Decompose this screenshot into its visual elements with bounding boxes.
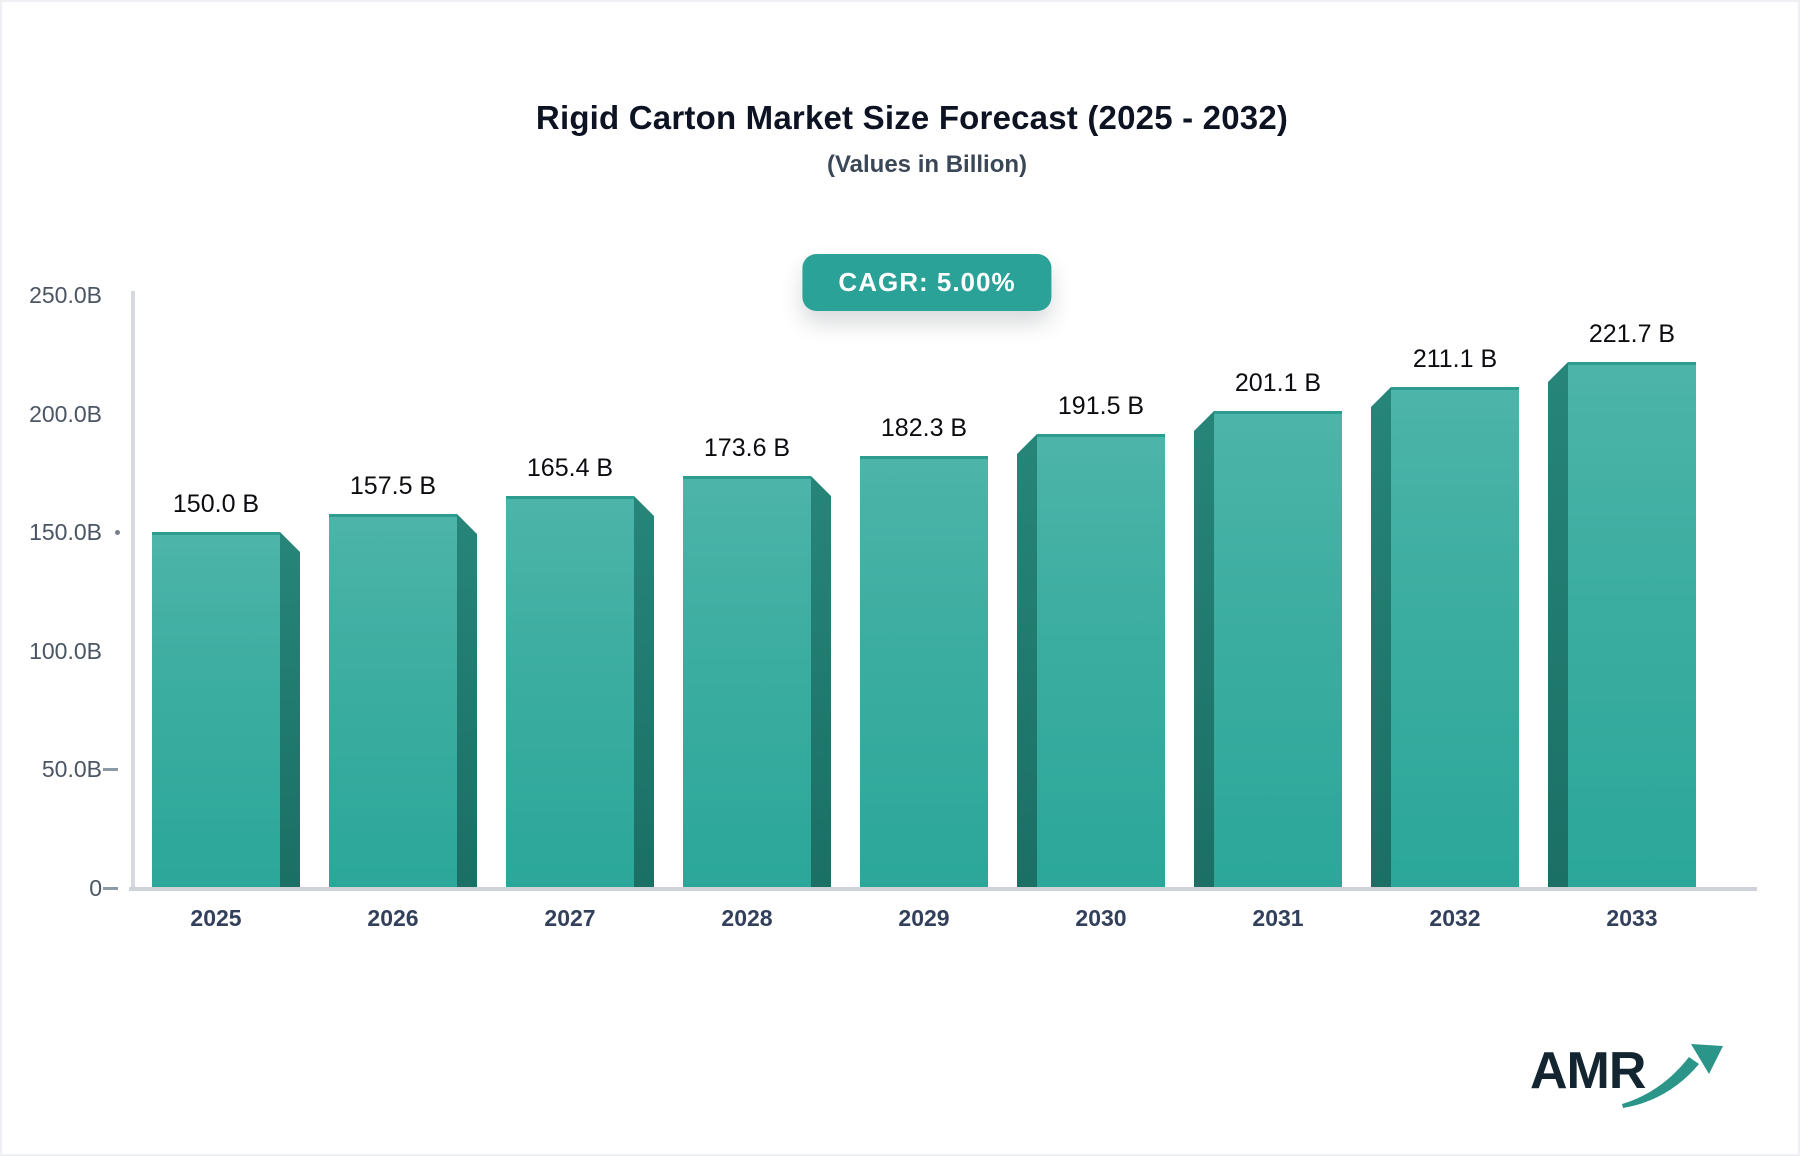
bar-side-3d	[634, 496, 654, 888]
x-tick-label-2032: 2032	[1429, 905, 1481, 931]
bar-2026	[329, 514, 457, 888]
bar-2029	[860, 456, 988, 888]
y-tick-label: 150.0B	[29, 519, 102, 545]
bar-value-label: 221.7 B	[1588, 320, 1676, 348]
y-tick-mark	[103, 887, 118, 890]
y-tick-label: 200.0B	[29, 401, 102, 427]
bar-value-label: 182.3 B	[880, 414, 968, 442]
brand-logo-text: AMR	[1530, 1042, 1646, 1100]
x-tick-label-2029: 2029	[898, 905, 950, 931]
x-axis-line	[129, 887, 1757, 891]
x-tick-label-2033: 2033	[1606, 905, 1658, 931]
bar-side-3d	[1371, 387, 1391, 888]
chart-title: Rigid Carton Market Size Forecast (2025 …	[535, 99, 1289, 136]
y-tick-label: 250.0B	[29, 282, 102, 308]
bar-side-3d	[1548, 362, 1568, 888]
bar-value-label: 165.4 B	[526, 454, 614, 482]
bar-2027	[506, 496, 634, 888]
bar-2031	[1214, 411, 1342, 888]
bar-side-3d	[1194, 411, 1214, 888]
brand-logo: AMR	[1530, 1040, 1727, 1114]
bar-side-3d	[811, 476, 831, 888]
y-axis-line	[131, 291, 135, 891]
bar-2028	[683, 476, 811, 888]
y-tick-label: 0	[89, 875, 102, 901]
chart-subtitle: (Values in Billion)	[826, 151, 1028, 178]
x-tick-label-2030: 2030	[1075, 905, 1127, 931]
bar-2033	[1568, 362, 1696, 888]
cagr-badge: CAGR: 5.00%	[802, 254, 1052, 311]
bar-side-3d	[280, 532, 300, 888]
bar-2032	[1391, 387, 1519, 888]
x-tick-label-2031: 2031	[1252, 905, 1304, 931]
x-tick-label-2027: 2027	[544, 905, 596, 931]
bar-side-3d	[457, 514, 477, 888]
bar-value-label: 211.1 B	[1412, 345, 1498, 373]
trend-up-arrow-icon	[1622, 1044, 1724, 1108]
bar-2025	[152, 532, 280, 888]
y-tick-label: 50.0B	[41, 756, 102, 782]
bar-side-3d	[1017, 434, 1037, 888]
bar-value-label: 173.6 B	[703, 434, 791, 462]
x-tick-label-2026: 2026	[367, 905, 419, 931]
y-tick-label: 100.0B	[29, 638, 102, 664]
bar-value-label: 150.0 B	[172, 490, 260, 518]
bar-value-label: 191.5 B	[1057, 392, 1145, 420]
x-tick-label-2025: 2025	[190, 905, 242, 931]
y-tick-mark	[103, 768, 118, 771]
bar-2030	[1037, 434, 1165, 888]
y-tick-dot	[115, 530, 120, 535]
x-tick-label-2028: 2028	[721, 905, 773, 931]
bar-value-label: 201.1 B	[1234, 369, 1322, 397]
bar-value-label: 157.5 B	[349, 472, 437, 500]
